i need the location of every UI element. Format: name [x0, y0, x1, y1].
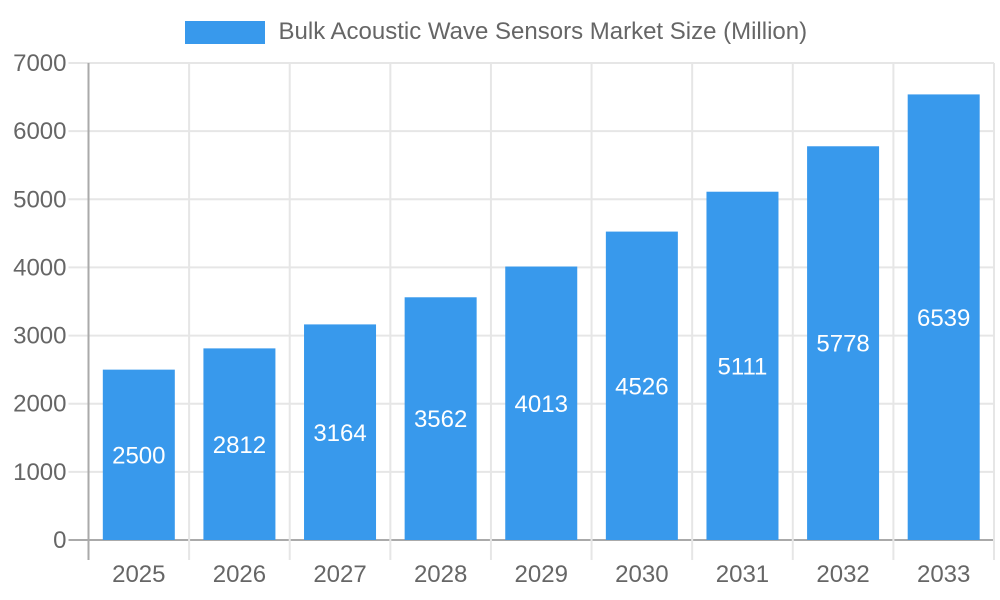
svg-text:2025: 2025	[112, 561, 165, 588]
svg-text:Bulk Acoustic Wave Sensors Mar: Bulk Acoustic Wave Sensors Market Size (…	[279, 18, 808, 45]
svg-text:2031: 2031	[716, 561, 769, 588]
svg-text:6539: 6539	[917, 305, 970, 332]
svg-text:1000: 1000	[13, 459, 66, 486]
svg-text:4526: 4526	[615, 373, 668, 400]
svg-text:2027: 2027	[313, 561, 366, 588]
svg-text:3164: 3164	[313, 420, 366, 447]
svg-text:2500: 2500	[112, 442, 165, 469]
svg-text:4000: 4000	[13, 254, 66, 281]
svg-text:2032: 2032	[816, 561, 869, 588]
svg-text:2812: 2812	[213, 432, 266, 459]
svg-text:4013: 4013	[515, 391, 568, 418]
svg-text:2028: 2028	[414, 561, 467, 588]
svg-text:5778: 5778	[816, 331, 869, 358]
svg-text:2029: 2029	[515, 561, 568, 588]
svg-text:3000: 3000	[13, 323, 66, 350]
svg-text:2026: 2026	[213, 561, 266, 588]
svg-text:3562: 3562	[414, 406, 467, 433]
svg-text:2033: 2033	[917, 561, 970, 588]
svg-text:6000: 6000	[13, 118, 66, 145]
svg-text:0: 0	[53, 527, 66, 554]
svg-text:5000: 5000	[13, 186, 66, 213]
svg-text:2030: 2030	[615, 561, 668, 588]
svg-text:7000: 7000	[13, 50, 66, 77]
svg-text:5111: 5111	[718, 353, 768, 380]
svg-text:2000: 2000	[13, 391, 66, 418]
